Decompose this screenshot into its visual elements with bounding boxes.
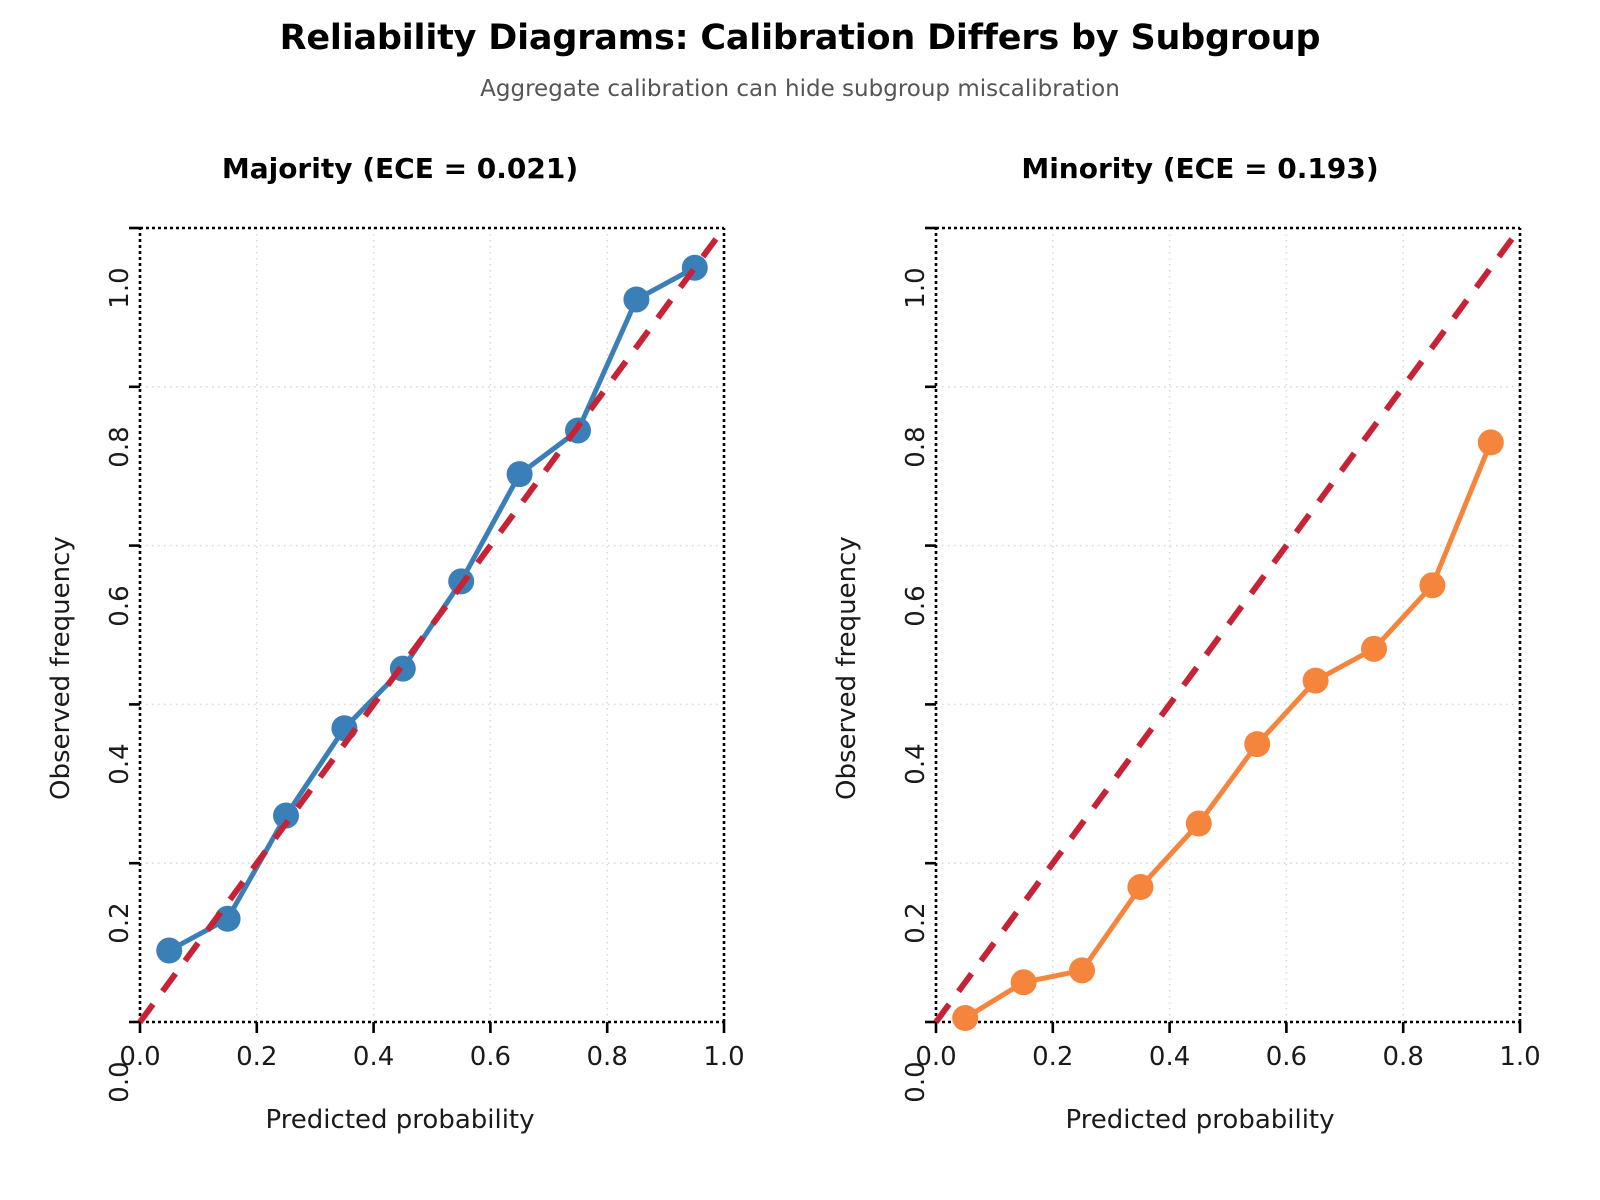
x-tick-label: 0.8 bbox=[1382, 1042, 1424, 1072]
y-tick-label: 1.0 bbox=[901, 267, 931, 309]
y-tick-label: 0.2 bbox=[901, 902, 931, 944]
majority-y-axis-label: Observed frequency bbox=[46, 536, 76, 800]
panel-minority-title: Minority (ECE = 0.193) bbox=[1021, 152, 1379, 185]
x-tick-label: 0.0 bbox=[119, 1042, 161, 1072]
data-point bbox=[1244, 731, 1271, 758]
data-point-markers bbox=[952, 429, 1504, 1032]
figure-subtitle: Aggregate calibration can hide subgroup … bbox=[480, 76, 1120, 102]
axis-spines bbox=[138, 226, 726, 1024]
x-tick-label: 0.4 bbox=[1148, 1042, 1191, 1072]
minority-axes bbox=[925, 226, 1523, 1033]
y-tick-label: 1.0 bbox=[105, 267, 135, 309]
y-tick-label: 0.4 bbox=[901, 743, 931, 786]
minority-x-axis-label: Predicted probability bbox=[1065, 1105, 1335, 1135]
y-tick-label: 0.0 bbox=[901, 1061, 931, 1103]
data-point bbox=[1361, 635, 1387, 662]
data-point bbox=[1069, 957, 1095, 984]
axis-spines bbox=[934, 226, 1522, 1024]
x-tick-label: 1.0 bbox=[703, 1042, 745, 1072]
minority-calibration-line bbox=[962, 439, 1494, 1021]
y-tick-label: 0.4 bbox=[105, 743, 135, 786]
data-point bbox=[506, 461, 533, 488]
majority-x-axis-label: Predicted probability bbox=[265, 1105, 535, 1135]
x-tick-label: 0.4 bbox=[352, 1042, 395, 1072]
data-point bbox=[1185, 810, 1212, 837]
perfect-calibration-line bbox=[137, 226, 727, 1024]
majority-axes bbox=[129, 226, 727, 1033]
y-tick-label: 0.8 bbox=[901, 426, 931, 468]
panel-minority: Minority (ECE = 0.193) Observed frequenc… bbox=[800, 0, 1600, 1200]
y-tick-label: 0.0 bbox=[105, 1061, 135, 1103]
panel-majority-title: Majority (ECE = 0.021) bbox=[221, 152, 579, 185]
y-tick-label: 0.8 bbox=[105, 426, 135, 468]
x-tick-label: 0.2 bbox=[1032, 1042, 1074, 1072]
data-point bbox=[1419, 572, 1446, 599]
x-tick-label: 0.2 bbox=[236, 1042, 278, 1072]
data-point bbox=[1477, 429, 1504, 456]
x-tick-label: 0.8 bbox=[586, 1042, 628, 1072]
y-tick-label: 0.2 bbox=[105, 902, 135, 944]
data-point bbox=[1127, 874, 1154, 901]
perfect-calibration-line bbox=[933, 226, 1523, 1024]
data-point bbox=[214, 905, 241, 932]
x-tick-label: 0.6 bbox=[1265, 1042, 1308, 1072]
panel-majority: Majority (ECE = 0.021) Observed frequenc… bbox=[46, 152, 745, 1135]
x-tick-label: 1.0 bbox=[1499, 1042, 1541, 1072]
data-point bbox=[952, 1005, 979, 1032]
y-tick-label: 0.6 bbox=[105, 584, 135, 627]
y-tick-label: 0.6 bbox=[901, 584, 931, 627]
data-point bbox=[273, 802, 299, 829]
x-tick-label: 0.0 bbox=[915, 1042, 957, 1072]
tick-marks bbox=[129, 226, 726, 1033]
data-point bbox=[1010, 969, 1037, 996]
data-point bbox=[1302, 667, 1329, 694]
figure-title: Reliability Diagrams: Calibration Differ… bbox=[279, 18, 1321, 58]
tick-marks bbox=[925, 226, 1522, 1033]
data-point bbox=[156, 937, 183, 964]
minority-y-axis-label: Observed frequency bbox=[832, 536, 862, 800]
data-point bbox=[623, 286, 650, 313]
x-tick-label: 0.6 bbox=[469, 1042, 512, 1072]
